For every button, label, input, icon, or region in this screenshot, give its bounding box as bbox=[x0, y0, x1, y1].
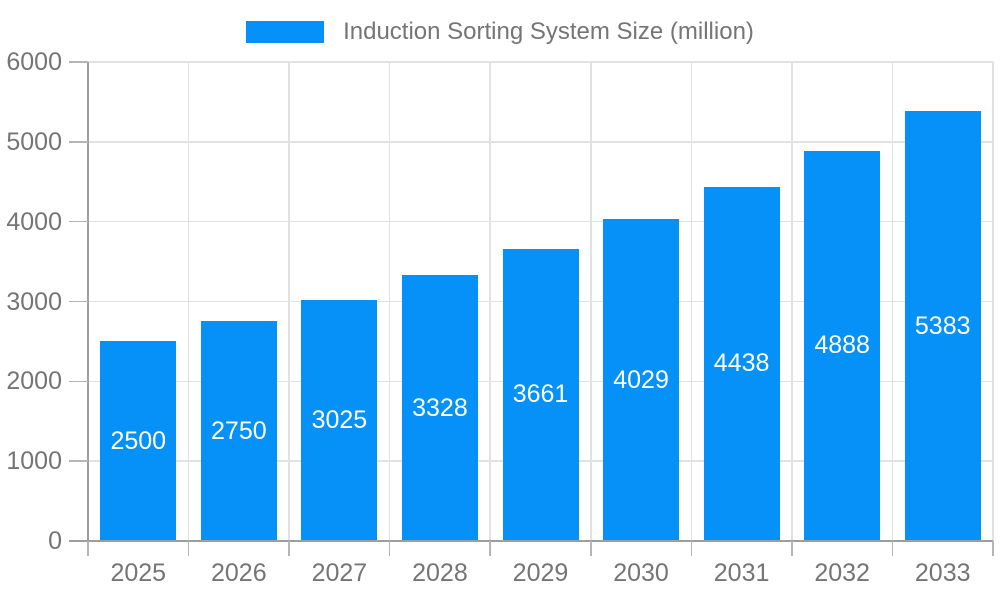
y-axis-tick-label: 6000 bbox=[6, 48, 62, 76]
bar-2033[interactable]: 5383 bbox=[904, 111, 981, 541]
bar-2028[interactable]: 3328 bbox=[401, 275, 478, 541]
x-axis-tick-label: 2026 bbox=[211, 559, 267, 587]
y-axis-tick-label: 1000 bbox=[6, 447, 62, 476]
bar-value-label: 2500 bbox=[110, 426, 167, 455]
y-axis-tick-label: 4000 bbox=[6, 207, 62, 236]
bar-2032[interactable]: 4888 bbox=[804, 150, 881, 541]
gridline-vertical bbox=[288, 62, 290, 541]
bar-value-label: 4029 bbox=[613, 365, 669, 394]
x-axis-tick bbox=[891, 541, 894, 556]
x-axis-tick-label: 2033 bbox=[914, 559, 971, 587]
y-axis-tick-label: 3000 bbox=[6, 287, 62, 316]
legend-swatch bbox=[246, 21, 325, 43]
bar-2025[interactable]: 2500 bbox=[100, 341, 177, 541]
x-axis-tick bbox=[489, 541, 491, 556]
bar-value-label: 5383 bbox=[914, 311, 971, 340]
gridline-vertical bbox=[690, 62, 693, 541]
bar-value-label: 3328 bbox=[412, 393, 468, 422]
gridline-vertical bbox=[388, 62, 391, 541]
x-axis-tick bbox=[690, 541, 693, 556]
gridline-vertical bbox=[992, 62, 994, 541]
y-axis-tick bbox=[69, 61, 88, 63]
bar-value-label: 4438 bbox=[713, 349, 770, 378]
gridline-vertical bbox=[489, 62, 491, 541]
x-axis-tick bbox=[992, 541, 994, 556]
gridline-vertical bbox=[187, 62, 190, 541]
y-axis-tick-label: 5000 bbox=[6, 127, 62, 156]
x-axis-tick-label: 2027 bbox=[311, 559, 368, 587]
bar-2030[interactable]: 4029 bbox=[603, 219, 680, 541]
x-axis-tick bbox=[187, 541, 190, 556]
legend[interactable]: Induction Sorting System Size (million) bbox=[0, 19, 1000, 45]
y-axis-tick bbox=[69, 141, 88, 143]
y-axis-line bbox=[87, 62, 89, 556]
x-axis-tick-label: 2032 bbox=[814, 559, 870, 587]
x-axis-tick-label: 2025 bbox=[110, 559, 167, 587]
x-axis-tick bbox=[590, 541, 592, 556]
x-axis-tick-label: 2031 bbox=[713, 559, 770, 587]
bar-value-label: 4888 bbox=[814, 331, 870, 360]
gridline-horizontal bbox=[88, 61, 993, 63]
x-axis-tick-label: 2028 bbox=[412, 559, 468, 587]
gridline-vertical bbox=[590, 62, 592, 541]
gridline-vertical bbox=[891, 62, 894, 541]
x-axis-tick bbox=[791, 541, 793, 556]
y-axis-tick-label: 2000 bbox=[6, 367, 62, 396]
bar-2026[interactable]: 2750 bbox=[200, 321, 277, 541]
x-axis-tick bbox=[388, 541, 391, 556]
bar-value-label: 2750 bbox=[211, 416, 267, 445]
legend-label: Induction Sorting System Size (million) bbox=[343, 18, 754, 45]
gridline-horizontal bbox=[88, 141, 993, 143]
x-axis-tick bbox=[87, 541, 89, 556]
y-axis-tick bbox=[69, 460, 88, 462]
gridline-vertical bbox=[791, 62, 793, 541]
bar-2029[interactable]: 3661 bbox=[502, 248, 579, 541]
bar-2027[interactable]: 3025 bbox=[301, 299, 378, 541]
y-axis-tick bbox=[69, 300, 88, 303]
y-axis-tick bbox=[69, 220, 88, 223]
x-axis-line bbox=[69, 540, 993, 542]
bar-value-label: 3661 bbox=[512, 380, 569, 409]
bar-value-label: 3025 bbox=[311, 405, 368, 434]
plot-area: 2500 2750 3025 3328 3661 4029 4438 4888 5383 0 100… bbox=[6, 49, 994, 586]
x-axis-tick-label: 2029 bbox=[512, 559, 569, 587]
gridline-horizontal bbox=[88, 220, 993, 223]
y-axis-tick bbox=[69, 380, 88, 383]
x-axis-tick-label: 2030 bbox=[613, 559, 669, 587]
y-axis-tick-label: 0 bbox=[48, 527, 62, 555]
x-axis-tick bbox=[288, 541, 290, 556]
bar-2031[interactable]: 4438 bbox=[703, 186, 780, 541]
